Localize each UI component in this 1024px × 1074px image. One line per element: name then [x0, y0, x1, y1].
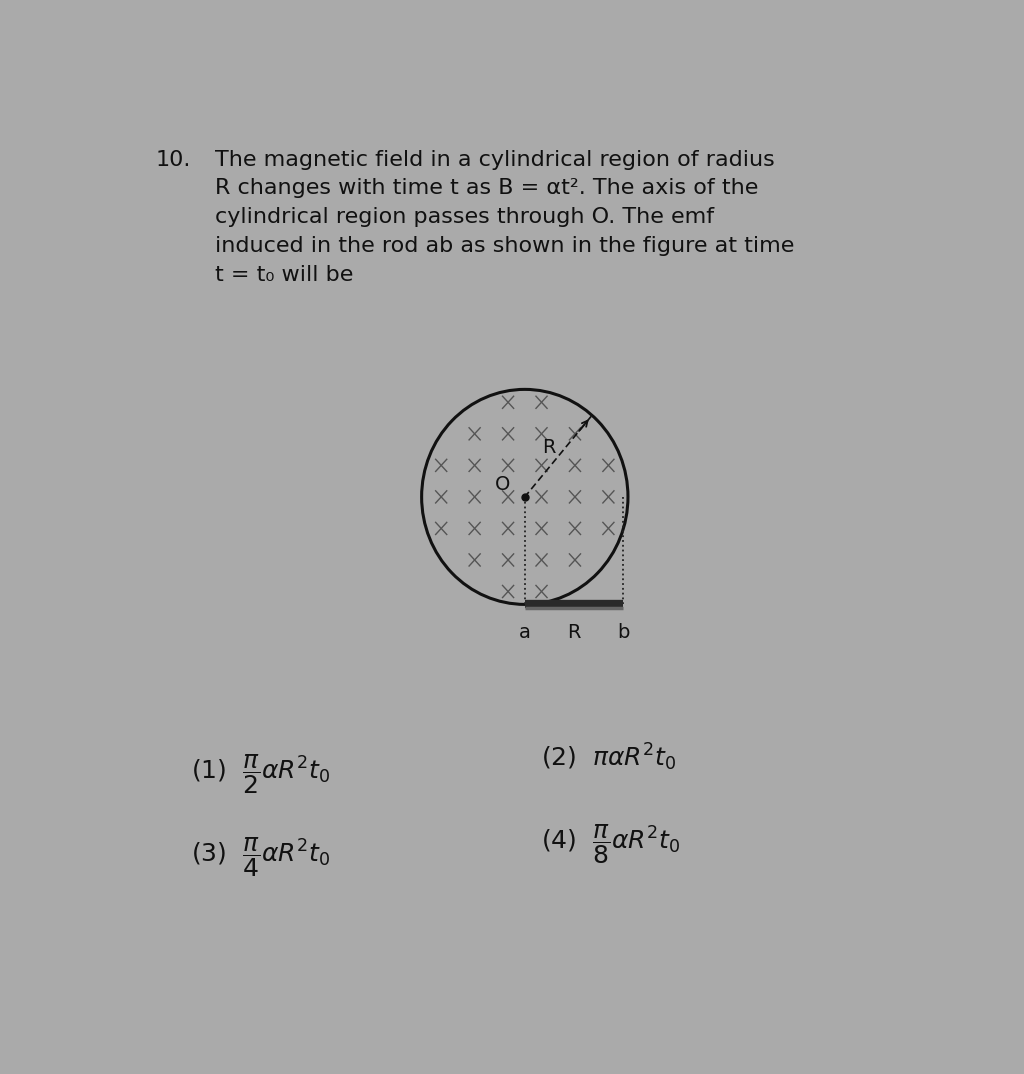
- Text: (4)  $\dfrac{\pi}{8}\alpha R^2 t_0$: (4) $\dfrac{\pi}{8}\alpha R^2 t_0$: [541, 823, 680, 866]
- Text: 10.: 10.: [156, 149, 191, 170]
- Text: R: R: [542, 438, 555, 456]
- Text: b: b: [617, 623, 630, 641]
- Text: (3)  $\dfrac{\pi}{4}\alpha R^2 t_0$: (3) $\dfrac{\pi}{4}\alpha R^2 t_0$: [191, 834, 331, 879]
- Text: R: R: [567, 623, 581, 641]
- Text: a: a: [519, 623, 530, 641]
- Text: (2)  $\pi\alpha R^2 t_0$: (2) $\pi\alpha R^2 t_0$: [541, 742, 676, 773]
- Text: The magnetic field in a cylindrical region of radius
R changes with time t as B : The magnetic field in a cylindrical regi…: [215, 149, 795, 285]
- Text: (1)  $\dfrac{\pi}{2}\alpha R^2 t_0$: (1) $\dfrac{\pi}{2}\alpha R^2 t_0$: [191, 752, 331, 796]
- Text: O: O: [496, 476, 511, 494]
